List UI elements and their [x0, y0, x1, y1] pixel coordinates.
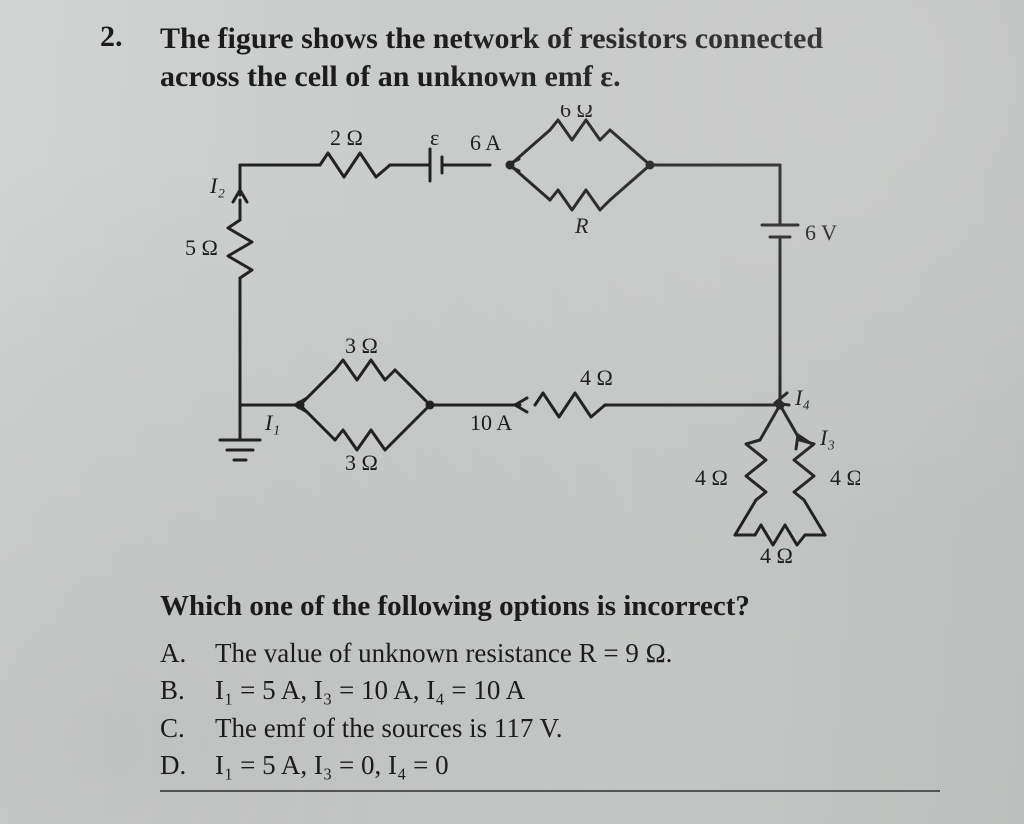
- option-letter: B.: [160, 672, 215, 709]
- label-6V: 6 V: [805, 220, 837, 245]
- options-list: A. The value of unknown resistance R = 9…: [160, 635, 940, 792]
- question-text: The figure shows the network of resistor…: [160, 20, 984, 95]
- label-I1: I₁: [264, 410, 280, 435]
- label-I2: I₂: [209, 173, 225, 198]
- label-5ohm: 5 Ω: [185, 235, 218, 260]
- option-text: I₁ = 5 A, I₃ = 10 A, I₄ = 10 A: [215, 672, 525, 709]
- label-eps: ε: [430, 125, 439, 150]
- option-C: C. The emf of the sources is 117 V.: [160, 710, 940, 747]
- option-text: I₁ = 5 A, I₃ = 0, I₄ = 0: [215, 747, 449, 784]
- label-R: R: [574, 213, 589, 238]
- label-4ohm-R: 4 Ω: [830, 465, 860, 490]
- option-A: A. The value of unknown resistance R = 9…: [160, 635, 940, 672]
- question-prompt-2: Which one of the following options is in…: [160, 590, 750, 623]
- label-6A: 6 A: [470, 130, 501, 155]
- label-I4: I₄: [794, 385, 810, 410]
- label-3ohm-b: 3 Ω: [345, 450, 378, 475]
- option-letter: A.: [160, 635, 215, 672]
- label-10A: 10 A: [470, 410, 512, 435]
- option-text: The value of unknown resistance R = 9 Ω.: [215, 635, 672, 672]
- label-I3: I₃: [819, 425, 835, 450]
- option-D: D. I₁ = 5 A, I₃ = 0, I₄ = 0: [160, 747, 940, 784]
- label-4ohm-L: 4 Ω: [695, 465, 728, 490]
- option-letter: D.: [160, 747, 215, 784]
- label-3ohm-a: 3 Ω: [345, 333, 378, 358]
- question-line2: across the cell of an unknown emf ε.: [160, 60, 621, 93]
- label-4ohm-mid: 4 Ω: [580, 365, 613, 390]
- question-line1: The figure shows the network of resistor…: [160, 22, 823, 55]
- label-2ohm: 2 Ω: [330, 125, 363, 150]
- option-text: The emf of the sources is 117 V.: [215, 710, 562, 747]
- label-4ohm-B: 4 Ω: [760, 543, 793, 568]
- circuit-diagram: 2 Ω ε 6 A 6 Ω R 6 V I₂ 5 Ω: [180, 105, 860, 575]
- divider: [160, 790, 940, 792]
- question-number: 2.: [100, 20, 123, 54]
- option-letter: C.: [160, 710, 215, 747]
- label-6ohm: 6 Ω: [560, 105, 593, 122]
- option-B: B. I₁ = 5 A, I₃ = 10 A, I₄ = 10 A: [160, 672, 940, 709]
